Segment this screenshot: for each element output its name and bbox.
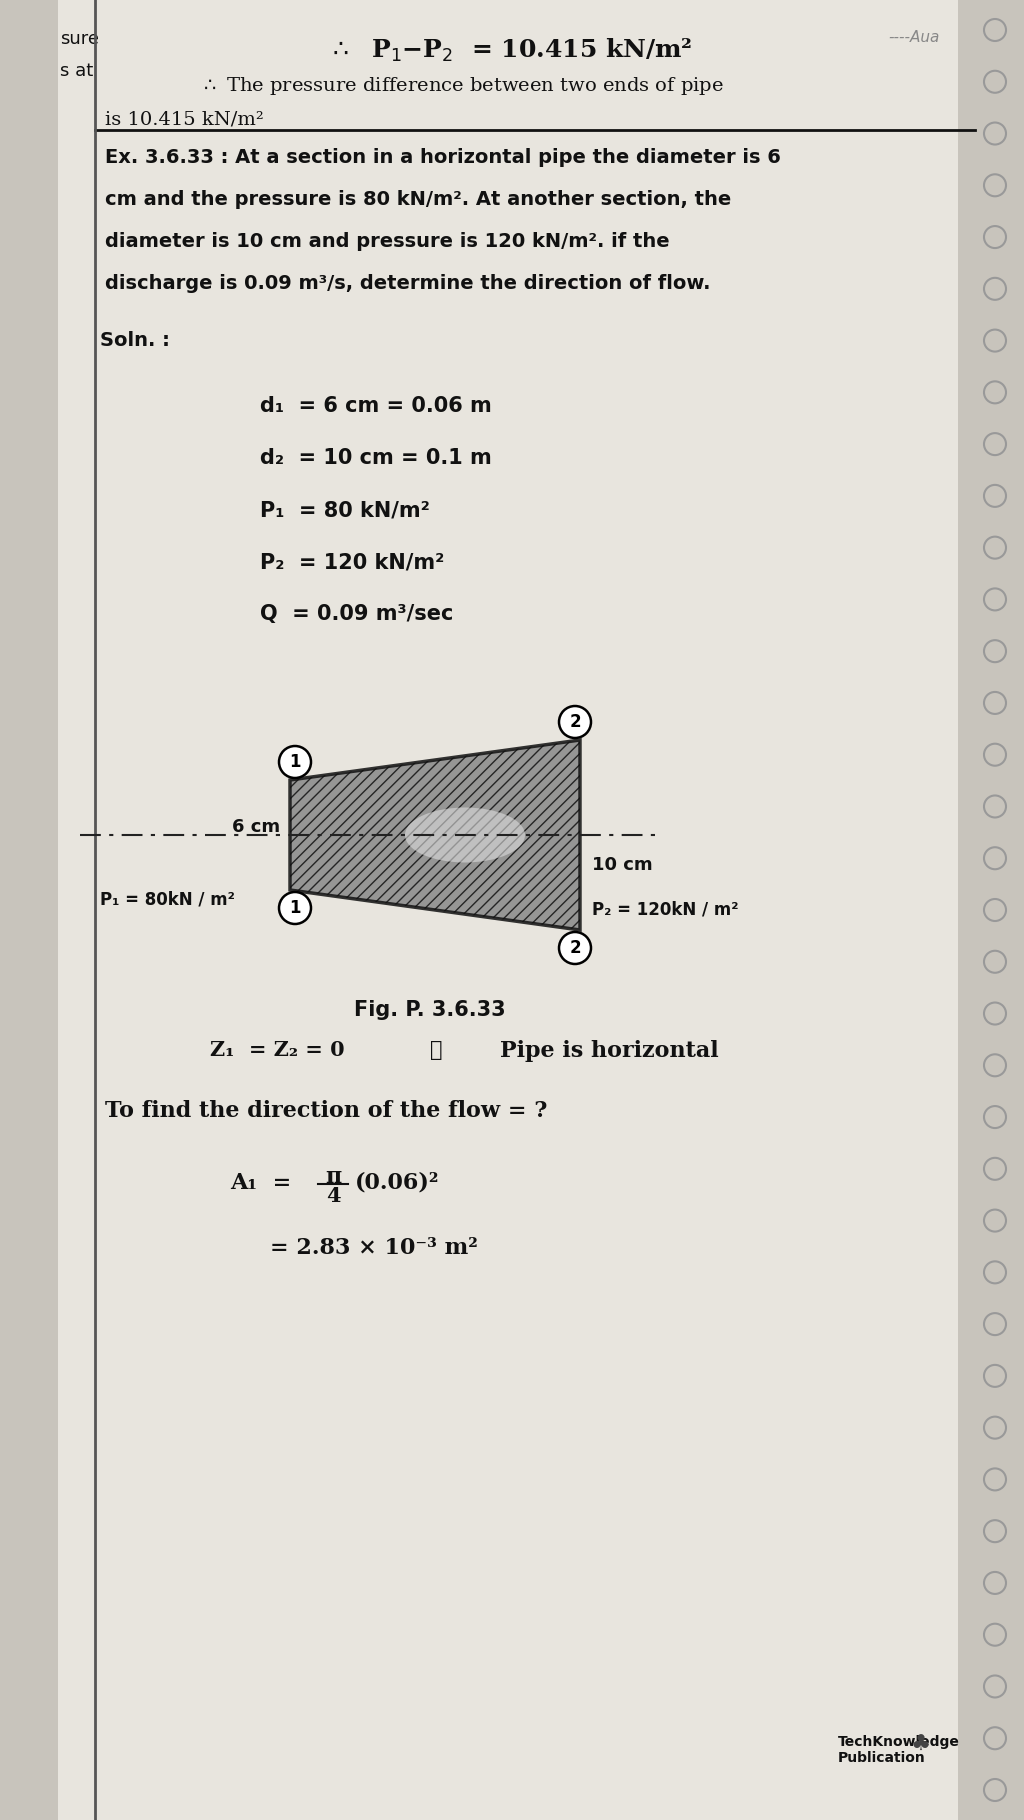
Text: $\therefore$ The pressure difference between two ends of pipe: $\therefore$ The pressure difference bet…	[200, 75, 724, 96]
Polygon shape	[290, 741, 580, 930]
Text: P₂ = 120kN / m²: P₂ = 120kN / m²	[592, 901, 738, 917]
Text: ♣: ♣	[910, 1734, 930, 1754]
Text: Pipe is horizontal: Pipe is horizontal	[500, 1039, 719, 1063]
Text: discharge is 0.09 m³/s, determine the direction of flow.: discharge is 0.09 m³/s, determine the di…	[105, 275, 711, 293]
Text: diameter is 10 cm and pressure is 120 kN/m². if the: diameter is 10 cm and pressure is 120 kN…	[105, 231, 670, 251]
Text: Fig. P. 3.6.33: Fig. P. 3.6.33	[354, 999, 506, 1019]
Text: Q  = 0.09 m³/sec: Q = 0.09 m³/sec	[260, 604, 454, 624]
Text: d₂  = 10 cm = 0.1 m: d₂ = 10 cm = 0.1 m	[260, 448, 492, 468]
Text: P₂  = 120 kN/m²: P₂ = 120 kN/m²	[260, 551, 444, 571]
Text: 10 cm: 10 cm	[592, 855, 652, 874]
Circle shape	[559, 706, 591, 737]
Text: To find the direction of the flow = ?: To find the direction of the flow = ?	[105, 1099, 548, 1121]
Text: ----Aua: ----Aua	[889, 29, 940, 46]
Text: 2: 2	[569, 939, 581, 957]
Text: P₁ = 80kN / m²: P₁ = 80kN / m²	[100, 890, 234, 908]
Text: A₁  =: A₁ =	[230, 1172, 291, 1194]
Circle shape	[559, 932, 591, 965]
Text: cm and the pressure is 80 kN/m². At another section, the: cm and the pressure is 80 kN/m². At anot…	[105, 189, 731, 209]
Text: Z₁  = Z₂ = 0: Z₁ = Z₂ = 0	[210, 1039, 345, 1059]
Text: is 10.415 kN/m²: is 10.415 kN/m²	[105, 109, 264, 127]
Text: ∴: ∴	[430, 1039, 442, 1059]
Text: d₁  = 6 cm = 0.06 m: d₁ = 6 cm = 0.06 m	[260, 397, 492, 417]
Text: Ex. 3.6.33 : At a section in a horizontal pipe the diameter is 6: Ex. 3.6.33 : At a section in a horizonta…	[105, 147, 781, 167]
Text: P₁  = 80 kN/m²: P₁ = 80 kN/m²	[260, 501, 430, 521]
Text: 1: 1	[289, 753, 301, 772]
Text: 4: 4	[326, 1187, 340, 1207]
FancyBboxPatch shape	[58, 0, 958, 1820]
Circle shape	[279, 892, 311, 925]
Text: (0.06)²: (0.06)²	[355, 1172, 439, 1194]
Text: π: π	[325, 1167, 341, 1188]
Text: 1: 1	[289, 899, 301, 917]
Text: 6 cm: 6 cm	[231, 817, 280, 835]
Text: s at: s at	[60, 62, 93, 80]
Text: Soln. :: Soln. :	[100, 331, 170, 349]
Text: TechKnowledge
Publication: TechKnowledge Publication	[838, 1734, 961, 1765]
Text: 2: 2	[569, 713, 581, 732]
Text: sure: sure	[60, 29, 99, 47]
Text: $\therefore$  P$_1$−P$_2$  = 10.415 kN/m²: $\therefore$ P$_1$−P$_2$ = 10.415 kN/m²	[328, 36, 692, 64]
Circle shape	[279, 746, 311, 777]
Text: = 2.83 × 10⁻³ m²: = 2.83 × 10⁻³ m²	[270, 1238, 478, 1259]
Ellipse shape	[406, 808, 525, 863]
